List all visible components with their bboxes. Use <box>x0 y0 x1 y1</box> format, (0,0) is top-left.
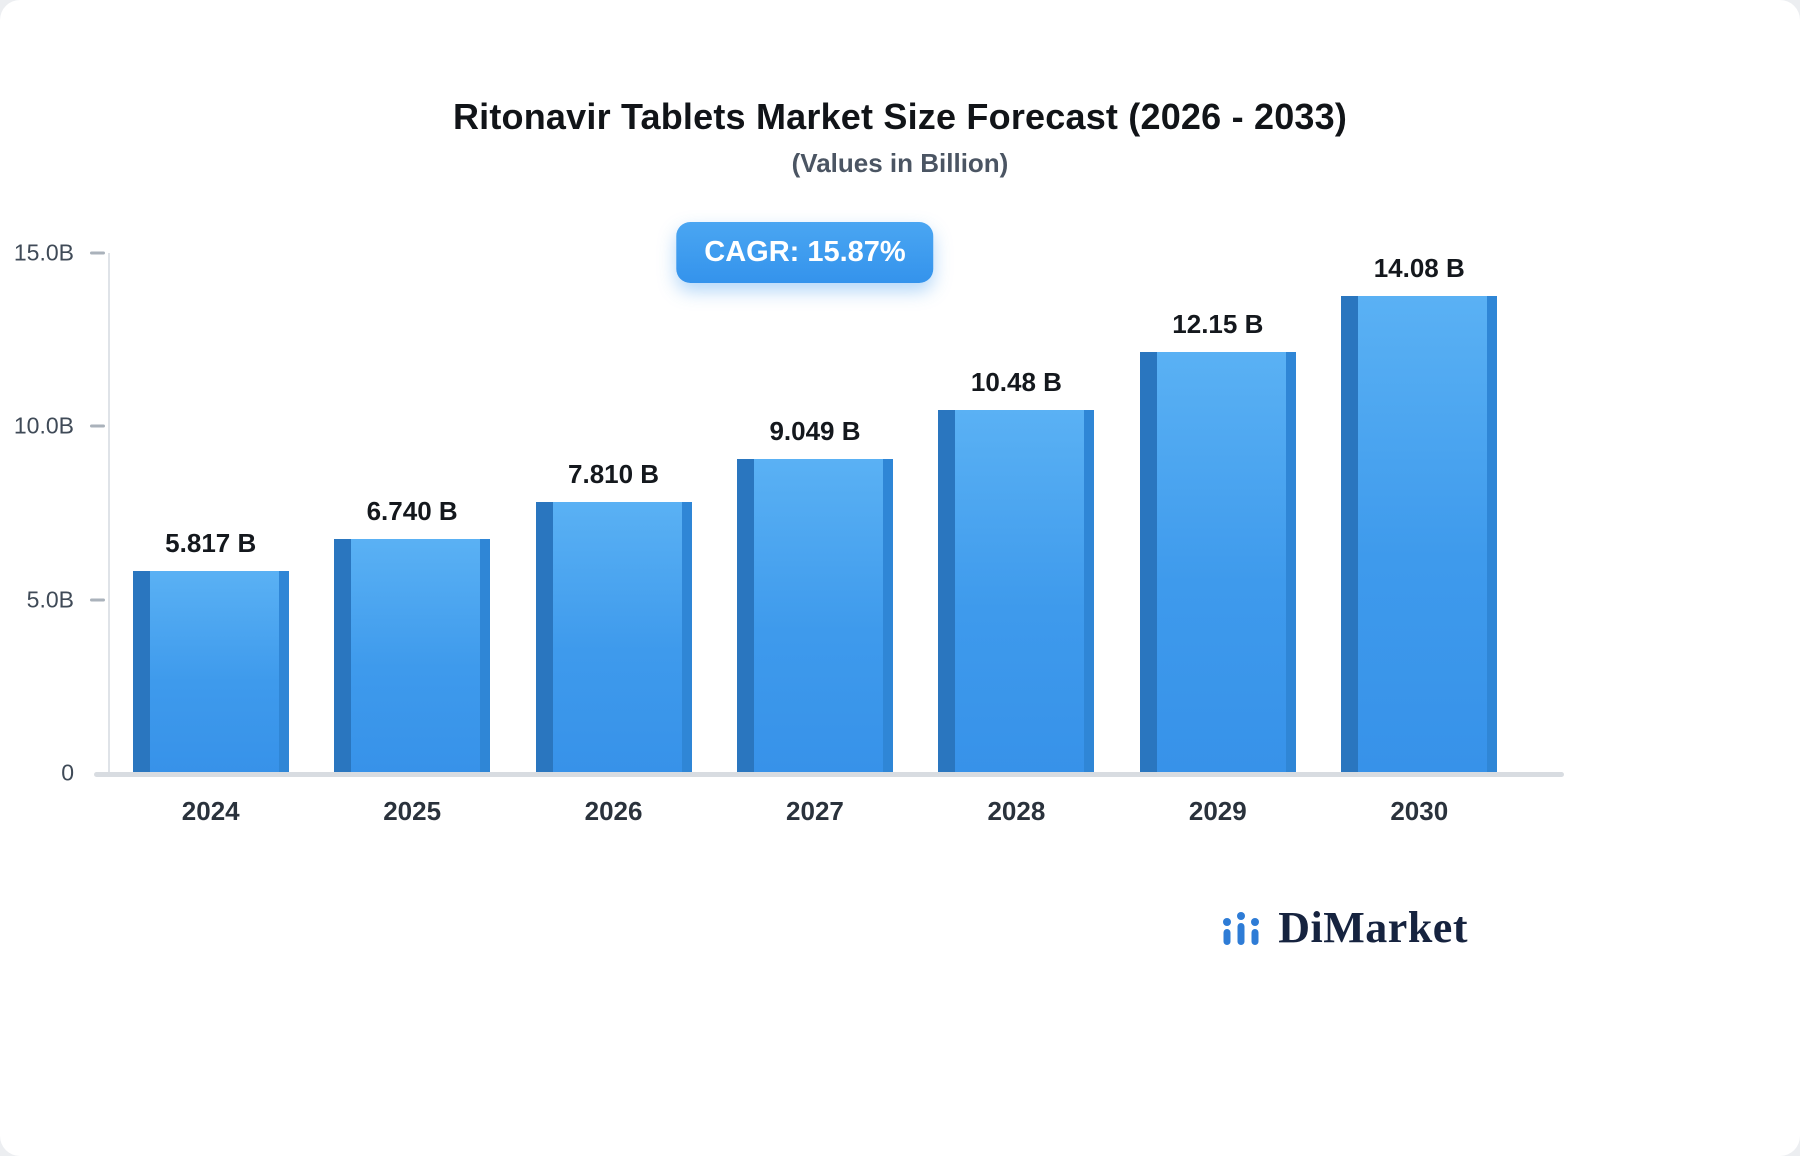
y-tick-label: 5.0B <box>26 586 74 613</box>
x-tick-label: 2028 <box>987 796 1046 826</box>
x-tick-label: 2026 <box>584 796 643 826</box>
y-tick-label: 15.0B <box>13 239 74 266</box>
bar <box>736 459 893 773</box>
brand-logo-text: DiMarket <box>1278 903 1468 952</box>
bar-group: 9.049 B 2027 <box>714 253 915 826</box>
cagr-badge: CAGR: 15.87% <box>676 222 934 283</box>
y-tick-mark <box>90 424 105 428</box>
bars-container: 5.817 B 2024 6.740 B 2025 7.810 B 2026 9.049 B… <box>110 253 1520 826</box>
bar-value-label: 7.810 B <box>568 459 660 489</box>
bar <box>938 410 1095 773</box>
x-tick-label: 2027 <box>786 796 844 826</box>
bar <box>535 502 692 773</box>
plot-area: 5.817 B 2024 6.740 B 2025 7.810 B 2026 9.049 B… <box>94 253 1564 826</box>
x-axis-line <box>94 772 1564 777</box>
bar-value-label: 9.049 B <box>769 416 861 446</box>
x-tick-label: 2024 <box>181 796 240 826</box>
y-tick-label: 0 <box>61 759 74 786</box>
bar <box>1341 296 1498 773</box>
bar-group: 6.740 B 2025 <box>311 253 512 826</box>
x-tick-label: 2025 <box>383 796 442 826</box>
bar-chart-icon <box>1218 905 1264 951</box>
bar-group: 12.15 B 2029 <box>1117 253 1318 826</box>
y-tick-mark <box>90 598 105 602</box>
bar-value-label: 5.817 B <box>165 528 257 558</box>
x-tick-label: 2030 <box>1390 796 1449 826</box>
bar <box>132 571 289 773</box>
bar <box>1139 352 1296 773</box>
bar-group: 7.810 B 2026 <box>513 253 714 826</box>
bar-group: 5.817 B 2024 <box>110 253 311 826</box>
bar <box>334 539 491 773</box>
y-tick-label: 10.0B <box>13 412 74 439</box>
bar-value-label: 6.740 B <box>366 496 458 526</box>
chart-subtitle: (Values in Billion) <box>791 148 1009 178</box>
y-tick-mark <box>90 251 105 255</box>
bar-value-label: 10.48 B <box>970 367 1062 397</box>
bar-value-label: 14.08 B <box>1373 253 1465 283</box>
y-axis-line <box>108 253 110 773</box>
chart-title: Ritonavir Tablets Market Size Forecast (… <box>452 96 1348 137</box>
x-tick-label: 2029 <box>1188 796 1247 826</box>
bar-value-label: 12.15 B <box>1172 309 1264 339</box>
brand-logo: DiMarket <box>1218 902 1468 953</box>
y-axis: 0 5.0B 10.0B 15.0B <box>0 240 110 786</box>
bar-group: 10.48 B 2028 <box>916 253 1117 826</box>
bar-group: 14.08 B 2030 <box>1319 253 1520 826</box>
